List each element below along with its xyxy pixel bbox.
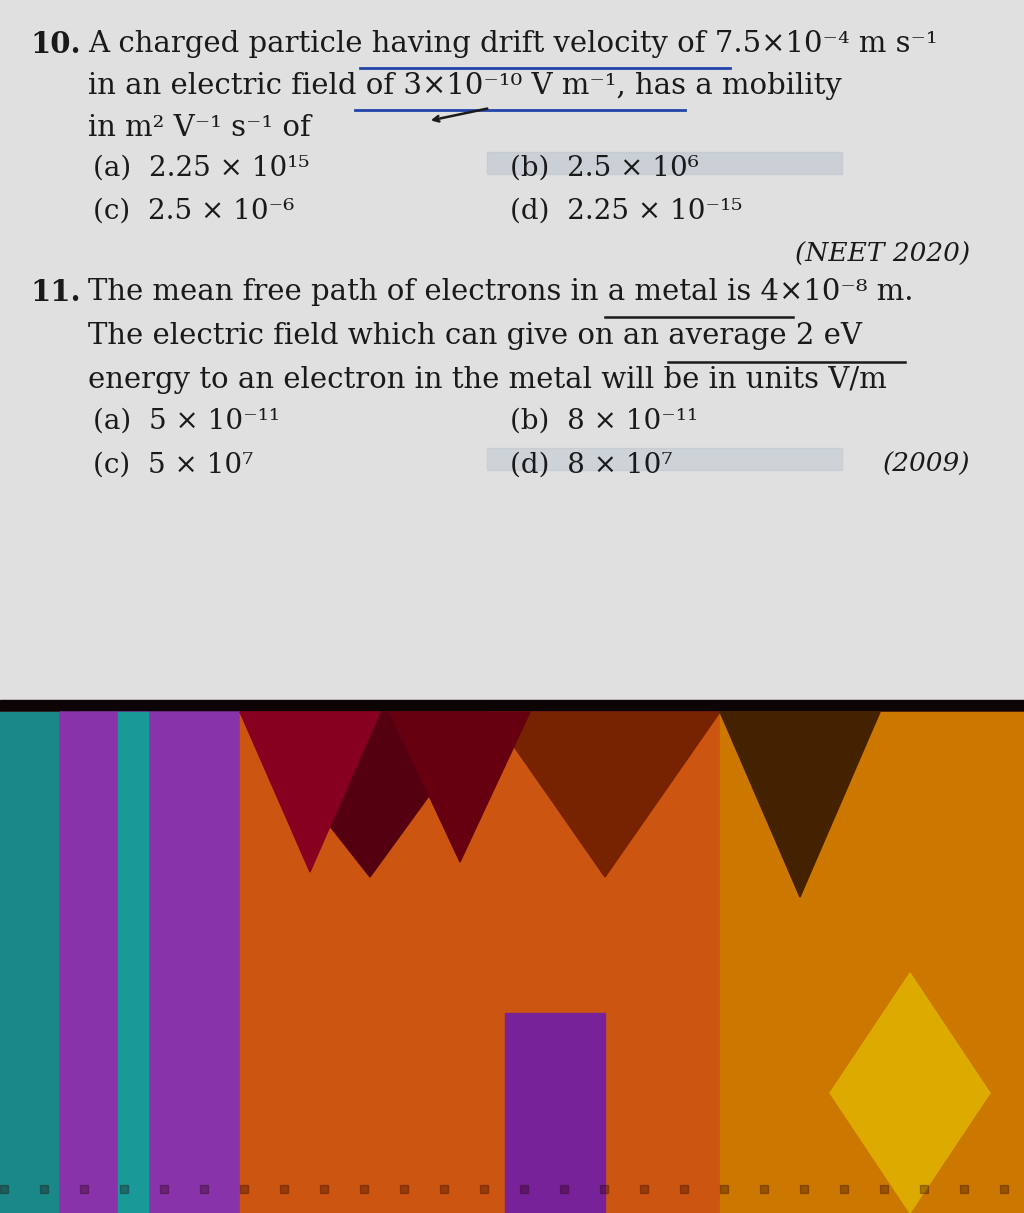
Text: (d)  2.25 × 10⁻¹⁵: (d) 2.25 × 10⁻¹⁵ xyxy=(510,198,742,224)
Bar xyxy=(505,1013,605,1213)
Bar xyxy=(240,1185,248,1194)
Bar xyxy=(0,700,1024,712)
Text: (a)  5 × 10⁻¹¹: (a) 5 × 10⁻¹¹ xyxy=(93,408,280,435)
Text: (b)  2.5 × 10⁶: (b) 2.5 × 10⁶ xyxy=(510,155,698,182)
Text: energy to an electron in the metal will be in units V/m: energy to an electron in the metal will … xyxy=(88,366,887,394)
Text: in m² V⁻¹ s⁻¹ of: in m² V⁻¹ s⁻¹ of xyxy=(88,114,310,142)
Bar xyxy=(240,712,720,1213)
Text: (NEET 2020): (NEET 2020) xyxy=(795,243,970,267)
Bar xyxy=(487,152,842,173)
Text: (c)  5 × 10⁷: (c) 5 × 10⁷ xyxy=(93,452,253,479)
Text: 11.: 11. xyxy=(30,278,81,307)
Bar xyxy=(319,1185,328,1194)
Polygon shape xyxy=(60,712,260,1213)
Polygon shape xyxy=(490,712,720,877)
Text: (c)  2.5 × 10⁻⁶: (c) 2.5 × 10⁻⁶ xyxy=(93,198,294,224)
Bar xyxy=(400,1185,408,1194)
Bar xyxy=(200,1185,208,1194)
Text: (d)  8 × 10⁷: (d) 8 × 10⁷ xyxy=(510,452,673,479)
Bar xyxy=(520,1185,528,1194)
Bar xyxy=(560,1185,568,1194)
Bar xyxy=(0,0,1024,700)
Bar xyxy=(40,1185,48,1194)
Text: (a)  2.25 × 10¹⁵: (a) 2.25 × 10¹⁵ xyxy=(93,155,309,182)
Bar xyxy=(440,1185,449,1194)
Bar xyxy=(0,1185,8,1194)
Bar xyxy=(880,1185,888,1194)
Bar xyxy=(680,1185,688,1194)
Bar xyxy=(800,1185,808,1194)
Polygon shape xyxy=(830,973,990,1213)
Bar xyxy=(720,1185,728,1194)
Bar xyxy=(80,1185,88,1194)
Bar xyxy=(920,1185,928,1194)
Bar xyxy=(360,1185,368,1194)
Polygon shape xyxy=(720,712,880,896)
Bar xyxy=(640,1185,648,1194)
Text: 10.: 10. xyxy=(30,30,81,59)
Bar xyxy=(1000,1185,1008,1194)
Polygon shape xyxy=(240,712,490,877)
Bar xyxy=(480,1185,488,1194)
Text: A charged particle having drift velocity of 7.5×10⁻⁴ m s⁻¹: A charged particle having drift velocity… xyxy=(88,30,938,58)
Bar xyxy=(0,712,62,1213)
Bar xyxy=(840,1185,848,1194)
Polygon shape xyxy=(390,712,530,862)
Bar xyxy=(120,1185,128,1194)
Text: The mean free path of electrons in a metal is 4×10⁻⁸ m.: The mean free path of electrons in a met… xyxy=(88,278,913,306)
Bar xyxy=(280,1185,288,1194)
Bar xyxy=(80,712,120,1213)
Text: (2009): (2009) xyxy=(883,452,970,477)
Text: The electric field which can give on an average 2 eV: The electric field which can give on an … xyxy=(88,321,862,351)
Bar xyxy=(160,1185,168,1194)
Bar xyxy=(487,448,842,469)
Bar xyxy=(720,712,1024,1213)
Text: in an electric field of 3×10⁻¹⁰ V m⁻¹, has a mobility: in an electric field of 3×10⁻¹⁰ V m⁻¹, h… xyxy=(88,72,842,99)
Bar xyxy=(961,1185,968,1194)
Bar xyxy=(0,712,1024,1213)
Bar xyxy=(760,1185,768,1194)
Bar xyxy=(118,712,148,1213)
Polygon shape xyxy=(240,712,380,872)
Bar xyxy=(600,1185,608,1194)
Text: (b)  8 × 10⁻¹¹: (b) 8 × 10⁻¹¹ xyxy=(510,408,698,435)
